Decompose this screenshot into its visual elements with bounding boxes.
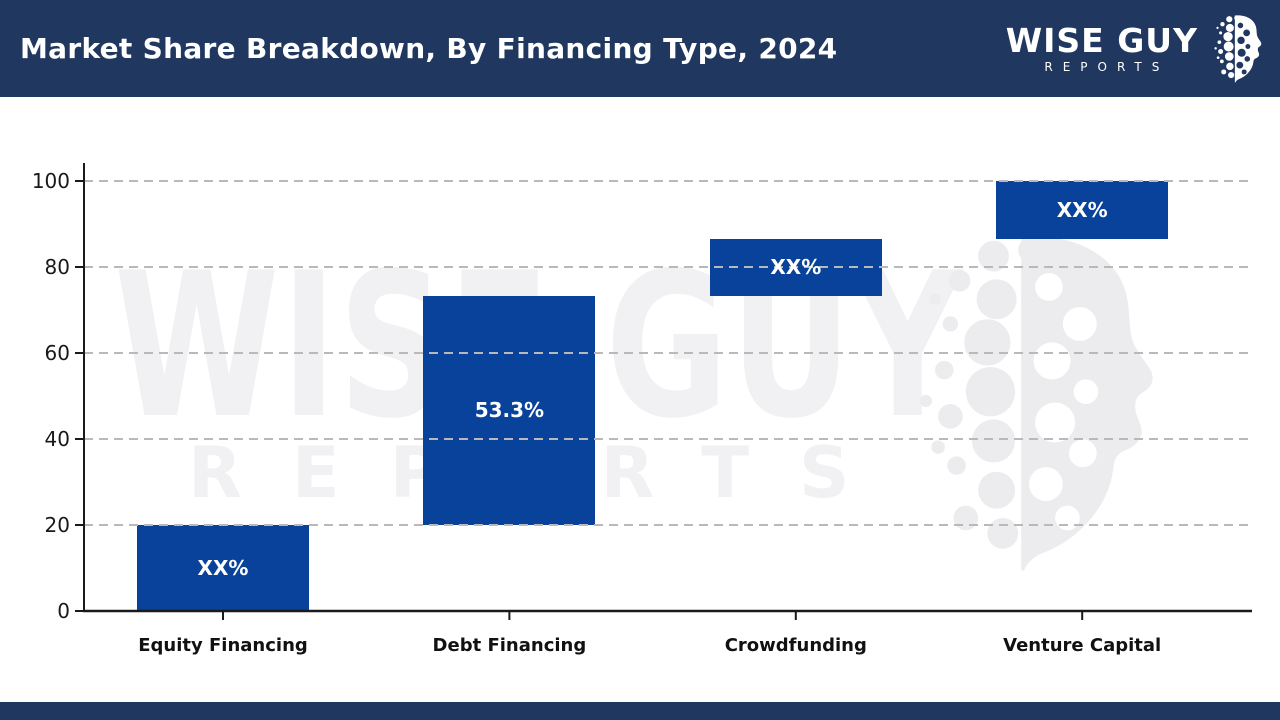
logo-wordmark: WISE GUY [1005, 21, 1198, 60]
x-tick-label: Equity Financing [138, 635, 308, 656]
x-tick-label: Debt Financing [432, 635, 587, 656]
bar-value-label: XX% [770, 255, 822, 280]
title-banner: Market Share Breakdown, By Financing Typ… [0, 0, 1280, 97]
wiseguy-logo: WISE GUY REPORTS [1006, 12, 1264, 86]
bar-value-label: XX% [197, 556, 249, 580]
watermark-face-icon [858, 229, 1166, 579]
bar-equity-financing [137, 525, 309, 611]
bar-value-label: 53.3% [474, 398, 545, 423]
bar-venture-capital [996, 181, 1169, 239]
page-title: Market Share Breakdown, By Financing Typ… [20, 32, 838, 65]
y-tick-label: 80 [44, 255, 70, 279]
wiseguy-logo-text: WISE GUY REPORTS [1006, 24, 1198, 73]
logo-subtitle: REPORTS [1044, 60, 1170, 74]
wiseguy-face-icon [1202, 12, 1264, 86]
y-tick-label: 40 [44, 427, 70, 451]
y-tick-label: 60 [44, 341, 70, 365]
y-tick-label: 20 [44, 513, 70, 537]
x-tick-label: Crowdfunding [724, 635, 867, 656]
y-tick-label: 0 [57, 599, 70, 623]
x-tick-label: Venture Capital [1003, 635, 1162, 656]
y-tick-label: 100 [31, 169, 70, 193]
footer-bar [0, 702, 1280, 720]
bar-value-label: XX% [1056, 197, 1108, 222]
bar-debt-financing [423, 295, 596, 525]
